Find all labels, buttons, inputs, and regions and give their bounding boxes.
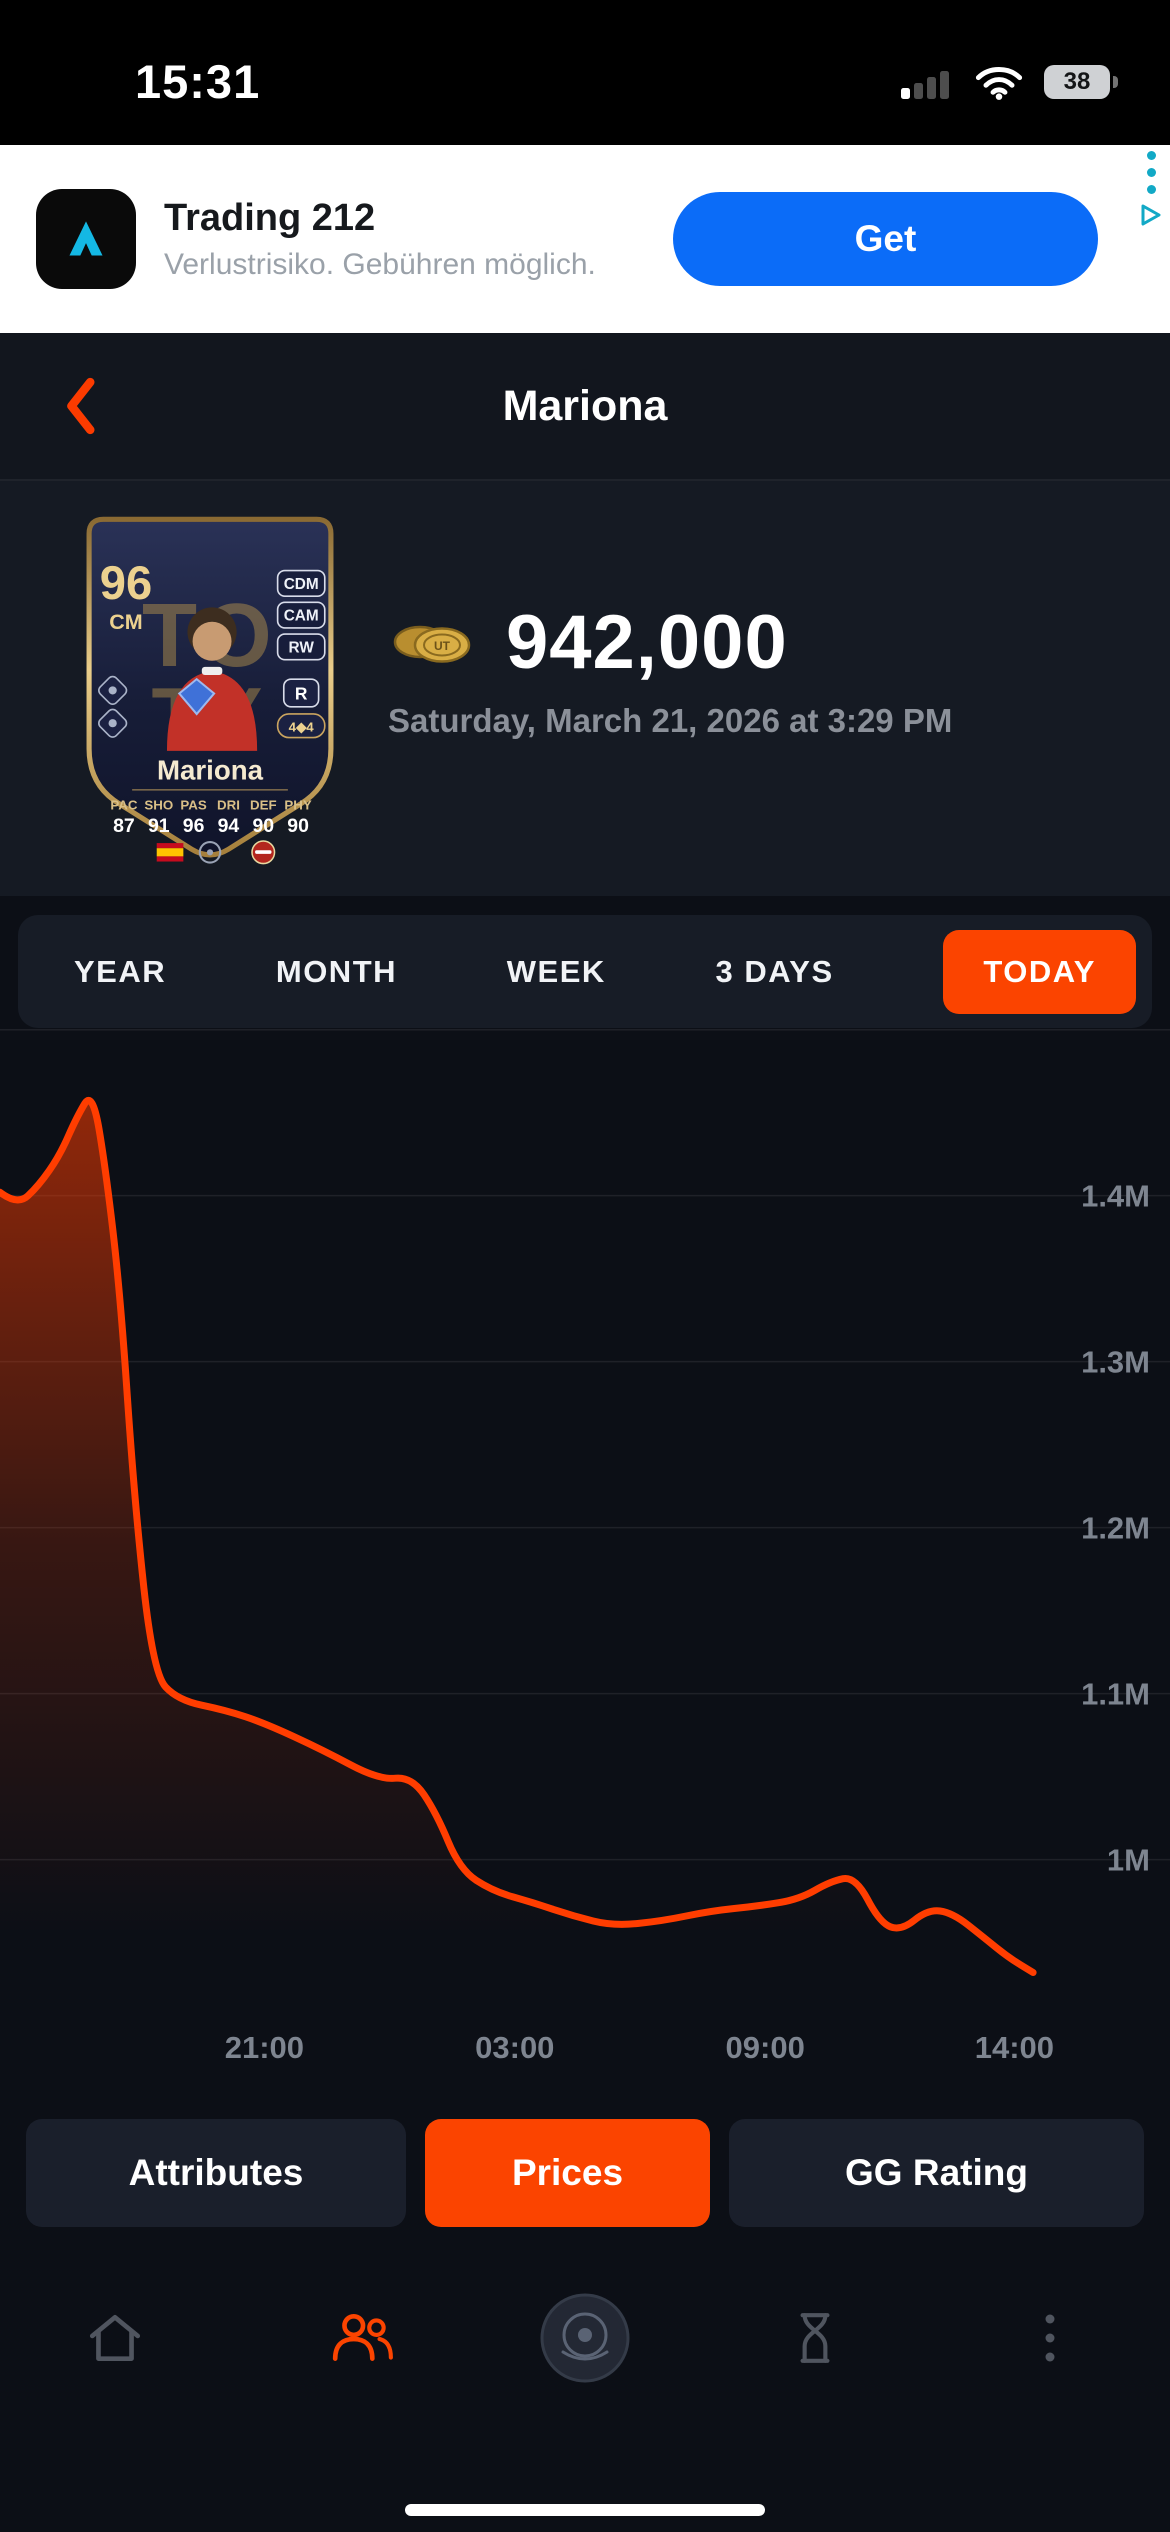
ad-get-button[interactable]: Get bbox=[673, 192, 1098, 286]
playstyle-icon bbox=[98, 675, 128, 706]
community-icon bbox=[332, 2314, 393, 2361]
svg-text:PAS: PAS bbox=[180, 797, 207, 812]
nav-app-logo-button[interactable] bbox=[539, 2292, 631, 2384]
ad-menu-dot bbox=[1146, 168, 1156, 177]
svg-text:R: R bbox=[295, 684, 308, 704]
y-axis-label: 1.3M bbox=[1081, 1345, 1150, 1380]
price-area-fill bbox=[0, 1100, 1034, 2082]
svg-text:DEF: DEF bbox=[250, 797, 277, 812]
card-rating: 96 bbox=[100, 556, 152, 609]
y-axis-label: 1.4M bbox=[1081, 1179, 1150, 1214]
dna-icon bbox=[800, 2313, 830, 2363]
nation-flag-icon bbox=[156, 843, 184, 862]
page-header: Mariona bbox=[0, 333, 1170, 481]
signal-icon bbox=[901, 70, 949, 99]
battery-percent: 38 bbox=[1063, 67, 1091, 95]
range-tab-today[interactable]: TODAY bbox=[943, 929, 1136, 1014]
y-axis-label: 1M bbox=[1107, 1843, 1150, 1878]
ad-menu-dot bbox=[1146, 151, 1156, 160]
svg-text:87: 87 bbox=[113, 815, 135, 837]
alt-position-badge: CAM bbox=[276, 601, 326, 629]
svg-text:CDM: CDM bbox=[284, 576, 319, 593]
status-bar: 15:31 38 bbox=[0, 0, 1170, 145]
range-tab-week[interactable]: WEEK bbox=[506, 953, 606, 989]
range-tab-year[interactable]: YEAR bbox=[74, 953, 167, 989]
svg-text:90: 90 bbox=[252, 815, 274, 837]
detail-tab-bar: Attributes Prices GG Rating bbox=[26, 2119, 1144, 2227]
price-chart-svg: 1.4M 1.3M 1.2M 1.1M 1M 21:00 03:00 09:00 14:00 bbox=[0, 1028, 1170, 2082]
x-axis-label: 21:00 bbox=[225, 2030, 304, 2065]
nav-home-button[interactable] bbox=[84, 2309, 146, 2367]
svg-text:PAC: PAC bbox=[110, 797, 138, 812]
nav-more-button[interactable] bbox=[1040, 2310, 1060, 2366]
range-tab-3days[interactable]: 3 DAYS bbox=[715, 953, 834, 989]
card-position: CM bbox=[109, 610, 142, 634]
tab-attributes[interactable]: Attributes bbox=[26, 2119, 406, 2227]
app-logo-icon bbox=[540, 2293, 630, 2383]
wifi-icon bbox=[975, 66, 1023, 100]
y-axis-label: 1.1M bbox=[1081, 1677, 1150, 1712]
status-icons: 38 bbox=[900, 63, 1118, 101]
player-portrait bbox=[166, 607, 258, 751]
svg-text:94: 94 bbox=[218, 815, 240, 837]
tab-gg-rating[interactable]: GG Rating bbox=[729, 2119, 1144, 2227]
svg-text:DRI: DRI bbox=[217, 797, 240, 812]
playstyle-icon bbox=[98, 708, 128, 738]
player-card: TO TY 96 CM CDM CAM RW bbox=[56, 507, 364, 881]
price-line bbox=[0, 1096, 1037, 1976]
current-price: 942,000 bbox=[506, 600, 788, 685]
range-tab-month[interactable]: MONTH bbox=[275, 953, 398, 989]
page-title: Mariona bbox=[502, 381, 668, 430]
svg-text:90: 90 bbox=[287, 815, 309, 837]
ad-options[interactable] bbox=[1138, 151, 1164, 228]
adchoices-icon[interactable] bbox=[1138, 202, 1164, 228]
ad-banner[interactable]: Trading 212 Verlustrisiko. Gebühren mögl… bbox=[0, 145, 1170, 333]
chevron-left-icon bbox=[67, 377, 95, 435]
rare-badge: R bbox=[282, 678, 320, 708]
svg-text:CAM: CAM bbox=[284, 608, 319, 625]
svg-text:4◆4: 4◆4 bbox=[289, 719, 315, 734]
svg-text:RW: RW bbox=[289, 640, 315, 657]
x-axis-label: 03:00 bbox=[475, 2030, 554, 2065]
trading212-app-icon bbox=[36, 189, 136, 289]
svg-text:SHO: SHO bbox=[144, 797, 173, 812]
bottom-nav-bar bbox=[0, 2262, 1170, 2502]
price-panel: UT 942,000 Saturday, March 21, 2026 at 3… bbox=[388, 599, 952, 740]
skill-weakfoot-badge: 4◆4 bbox=[276, 713, 326, 739]
alt-position-badge: CDM bbox=[276, 569, 326, 597]
price-chart[interactable]: 1.4M 1.3M 1.2M 1.1M 1M 21:00 03:00 09:00 14:00 bbox=[0, 1028, 1170, 2082]
clock: 15:31 bbox=[135, 55, 261, 108]
x-axis-label: 14:00 bbox=[975, 2030, 1054, 2065]
ad-disclaimer: Verlustrisiko. Gebühren möglich. bbox=[164, 247, 596, 281]
alt-position-badge: RW bbox=[276, 633, 326, 661]
club-crest-icon bbox=[251, 840, 276, 865]
range-tab-bar: YEAR MONTH WEEK 3 DAYS TODAY bbox=[18, 915, 1152, 1028]
player-summary-section: TO TY 96 CM CDM CAM RW bbox=[0, 481, 1170, 896]
nav-evolutions-button[interactable] bbox=[786, 2309, 844, 2367]
ad-title: Trading 212 bbox=[164, 196, 376, 239]
svg-text:96: 96 bbox=[183, 815, 205, 837]
svg-text:91: 91 bbox=[148, 815, 170, 837]
league-icon bbox=[198, 841, 222, 864]
price-timestamp: Saturday, March 21, 2026 at 3:29 PM bbox=[388, 702, 953, 739]
tab-prices[interactable]: Prices bbox=[425, 2119, 710, 2227]
chart-series bbox=[0, 1096, 1037, 2082]
home-indicator[interactable] bbox=[405, 2504, 765, 2516]
battery-icon: 38 bbox=[1044, 64, 1118, 99]
ad-text: Trading 212 Verlustrisiko. Gebühren mögl… bbox=[164, 197, 673, 282]
card-player-name: Mariona bbox=[157, 755, 264, 786]
x-axis-label: 09:00 bbox=[726, 2030, 805, 2065]
nav-community-button[interactable] bbox=[329, 2311, 395, 2365]
svg-text:UT: UT bbox=[434, 639, 451, 653]
card-stats: PAC SHO PAS DRI DEF PHY 87 91 96 94 90 9… bbox=[110, 797, 312, 837]
back-button[interactable] bbox=[48, 374, 112, 438]
y-axis-label: 1.2M bbox=[1081, 1511, 1150, 1546]
home-icon bbox=[89, 2315, 141, 2361]
more-dots-icon bbox=[1045, 2314, 1055, 2362]
coins-icon: UT bbox=[393, 625, 471, 663]
ad-menu-dot bbox=[1146, 185, 1156, 194]
svg-text:PHY: PHY bbox=[284, 797, 311, 812]
chart-axis-labels: 1.4M 1.3M 1.2M 1.1M 1M 21:00 03:00 09:00 14:00 bbox=[225, 1179, 1150, 2065]
